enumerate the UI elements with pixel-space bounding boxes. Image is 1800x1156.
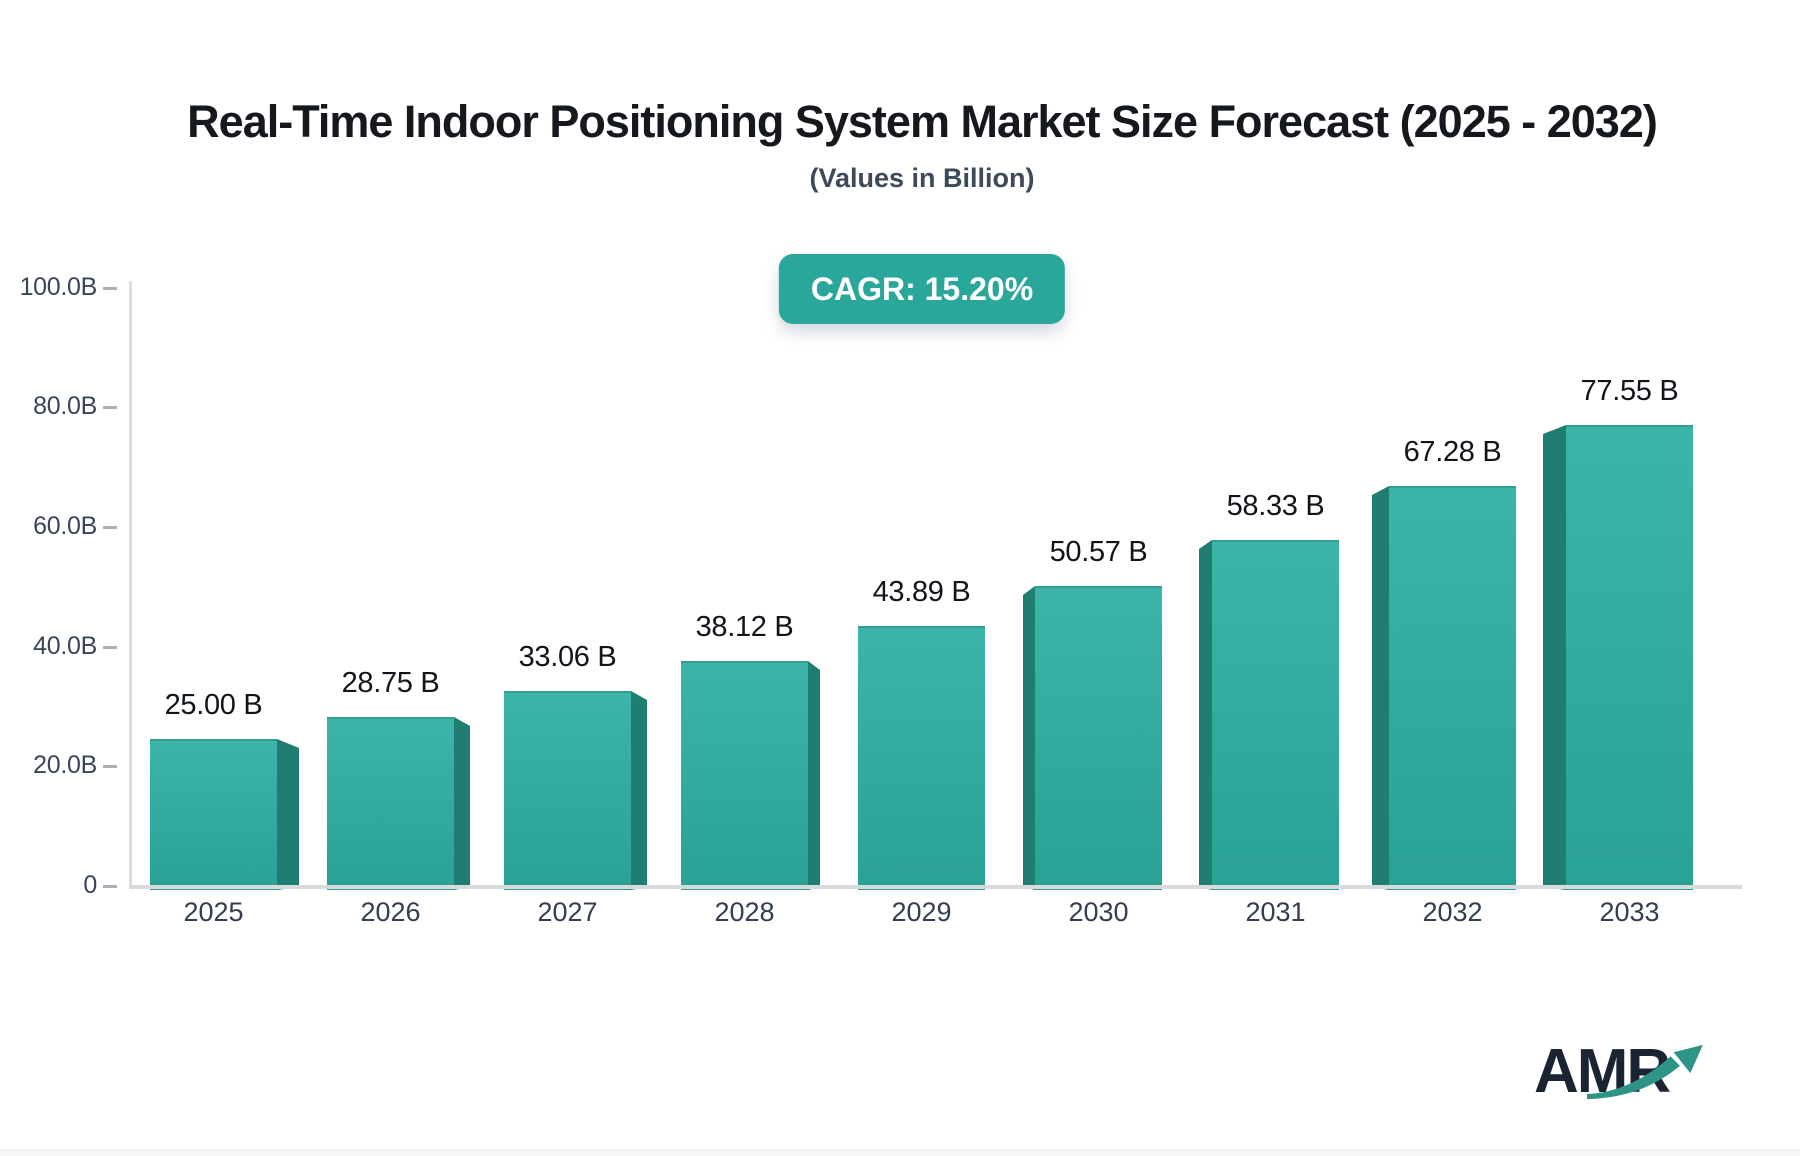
y-tick-label: 60.0B <box>33 511 97 540</box>
y-tick <box>103 645 117 649</box>
x-category-label: 2033 <box>1599 897 1660 927</box>
x-category-label: 2027 <box>537 897 598 927</box>
bar-side-2028 <box>808 661 820 890</box>
bar-side-2025 <box>277 739 299 890</box>
y-axis-line <box>129 281 132 889</box>
x-category-label: 2029 <box>891 897 952 927</box>
x-category-label: 2032 <box>1422 897 1483 927</box>
bar-2027 <box>504 691 631 890</box>
cagr-badge: CAGR: 15.20% <box>778 254 1066 324</box>
bar-value-label: 58.33 B <box>1226 490 1325 522</box>
bar-side-2033 <box>1543 425 1566 890</box>
bar-2029 <box>858 626 985 890</box>
x-category-label: 2031 <box>1245 897 1306 927</box>
y-tick-label: 80.0B <box>33 392 97 421</box>
x-category-label: 2030 <box>1068 897 1129 927</box>
x-category-label: 2026 <box>360 897 421 927</box>
bar-value-label: 33.06 B <box>518 641 617 673</box>
y-tick-label: 20.0B <box>33 751 97 780</box>
amr-logo: AMR <box>1534 1036 1714 1116</box>
bar-2030 <box>1035 586 1162 890</box>
y-tick <box>103 406 117 410</box>
y-tick-label: 40.0B <box>33 631 97 660</box>
y-tick-label: 100.0B <box>19 272 98 301</box>
growth-arrow-icon <box>1587 1044 1703 1100</box>
x-axis-line <box>129 885 1742 889</box>
bar-value-label: 28.75 B <box>341 667 440 699</box>
bar-side-2032 <box>1372 486 1389 890</box>
bar-value-label: 25.00 B <box>164 689 263 721</box>
y-tick <box>103 765 117 769</box>
bar-side-2030 <box>1023 586 1035 890</box>
bar-2033 <box>1566 425 1693 890</box>
bar-2026 <box>327 717 454 890</box>
bar-value-label: 77.55 B <box>1580 375 1679 407</box>
bar-2031 <box>1212 540 1339 890</box>
bar-value-label: 43.89 B <box>872 576 971 608</box>
bar-2028 <box>681 661 808 890</box>
page-bottom-edge <box>0 1150 1800 1156</box>
y-tick <box>103 286 117 290</box>
bar-side-2027 <box>631 691 647 890</box>
y-tick-label: 0 <box>83 871 97 899</box>
bar-value-label: 67.28 B <box>1403 436 1502 468</box>
bar-value-label: 50.57 B <box>1049 536 1148 568</box>
y-tick <box>103 885 117 888</box>
bar-side-2031 <box>1199 540 1212 890</box>
bar-side-2026 <box>454 717 470 890</box>
bar-2025 <box>150 739 277 890</box>
x-category-label: 2028 <box>714 897 775 927</box>
chart-title: Real-Time Indoor Positioning System Mark… <box>187 96 1658 147</box>
x-category-label: 2025 <box>183 897 244 927</box>
bar-value-label: 38.12 B <box>695 611 794 643</box>
chart-subtitle: (Values in Billion) <box>809 163 1035 193</box>
y-tick <box>103 525 117 529</box>
bar-2032 <box>1389 486 1516 890</box>
